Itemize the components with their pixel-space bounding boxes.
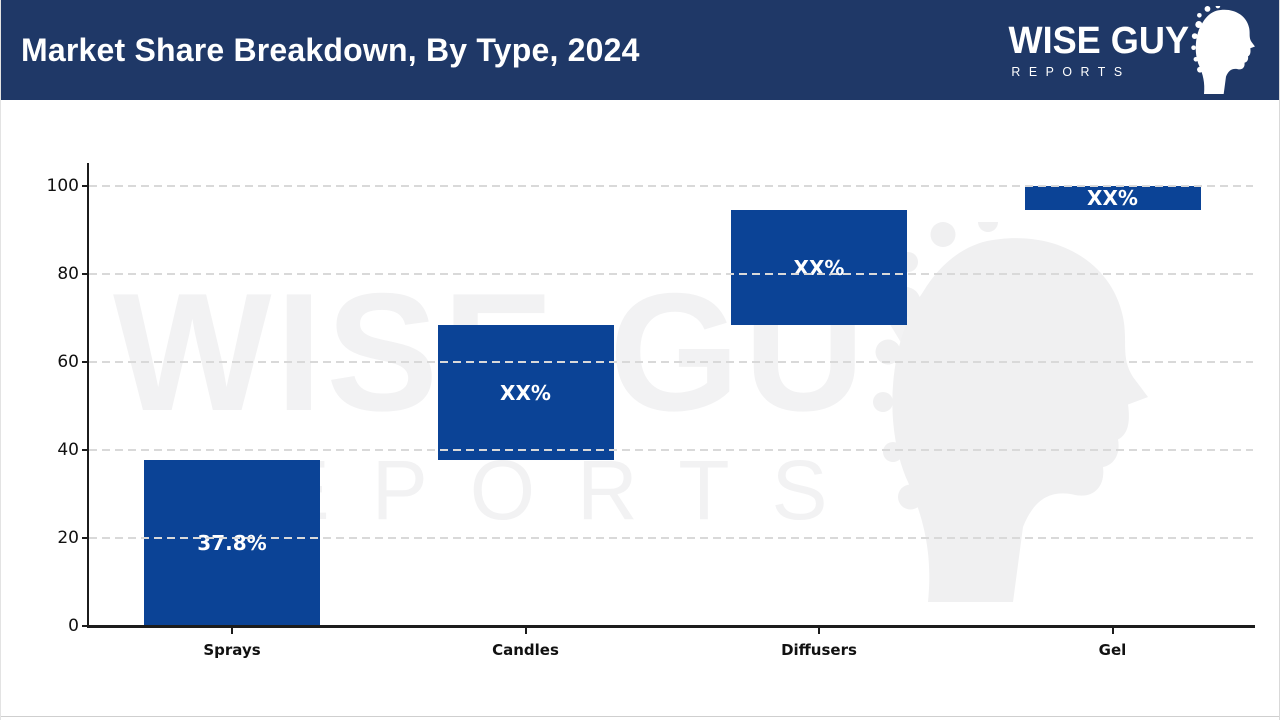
- bar-value-label: XX%: [500, 380, 551, 405]
- gridline-80: [89, 273, 1253, 275]
- x-tick-mark: [1111, 627, 1114, 634]
- gridline-60: [89, 361, 1253, 363]
- gridline-40: [89, 449, 1253, 451]
- x-tick-label-diffusers: Diffusers: [781, 641, 857, 659]
- y-tick-label-40: 40: [57, 440, 79, 460]
- bar-value-label: 37.8%: [197, 530, 267, 555]
- x-tick-mark: [231, 627, 233, 634]
- y-tick-mark: [82, 361, 89, 363]
- y-axis-spine: [87, 163, 89, 628]
- y-tick-mark: [82, 625, 89, 627]
- y-tick-mark: [82, 185, 89, 187]
- y-tick-mark: [82, 449, 89, 451]
- x-axis-spine: [87, 625, 1255, 628]
- wiseguy-face-icon: [1191, 6, 1255, 94]
- y-tick-label-100: 100: [46, 176, 79, 196]
- wiseguy-logo: WISE GUY REPORTS: [999, 6, 1261, 94]
- x-tick-label-sprays: Sprays: [203, 641, 261, 659]
- y-tick-mark: [82, 537, 89, 539]
- x-tick-mark: [818, 627, 820, 634]
- y-tick-label-80: 80: [57, 264, 79, 284]
- x-tick-label-gel: Gel: [1098, 641, 1127, 659]
- wiseguy-logo-text: WISE GUY REPORTS: [1008, 22, 1189, 79]
- logo-reports-label: REPORTS: [1011, 63, 1131, 79]
- y-tick-mark: [82, 273, 89, 275]
- logo-wiseguy-label: WISE GUY: [1008, 19, 1189, 62]
- bar-candles: XX%: [437, 325, 614, 460]
- y-tick-label-60: 60: [57, 352, 79, 372]
- bar-diffusers: XX%: [731, 209, 907, 326]
- x-tick-label-candles: Candles: [492, 641, 559, 659]
- bar-sprays: 37.8%: [144, 459, 320, 626]
- bar-value-label: XX%: [793, 255, 845, 280]
- x-tick-mark: [524, 627, 527, 634]
- bar-gel: XX%: [1024, 185, 1201, 210]
- bottom-divider: [1, 716, 1279, 717]
- header: Market Share Breakdown, By Type, 2024 WI…: [1, 0, 1279, 100]
- bar-value-label: XX%: [1087, 185, 1138, 210]
- gridline-100: [89, 185, 1253, 187]
- page-title: Market Share Breakdown, By Type, 2024: [21, 31, 640, 68]
- gridline-20: [89, 537, 1253, 539]
- y-tick-label-20: 20: [57, 528, 79, 548]
- y-tick-label-0: 0: [68, 616, 79, 636]
